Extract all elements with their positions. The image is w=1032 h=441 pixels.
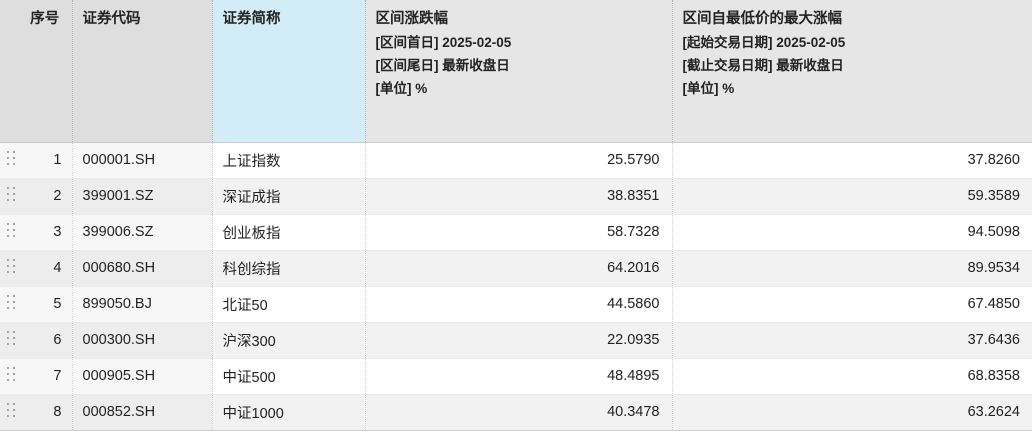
header-row: 序号 证券代码 证券简称 区间涨跌幅 [区间首日] 2025-02-05 [区间… (0, 0, 1032, 143)
table-row[interactable]: 4 000680.SH 科创综指 64.2016 89.9534 (0, 250, 1032, 287)
drag-handle-icon[interactable] (6, 222, 18, 240)
row-drag-handle[interactable] (0, 142, 24, 179)
drag-handle-icon[interactable] (6, 294, 18, 312)
column-header-security-code-label: 证券代码 (82, 11, 141, 27)
row-drag-handle[interactable] (0, 394, 24, 431)
row-drag-handle[interactable] (0, 322, 24, 359)
cell-max-gain-from-low: 37.8260 (672, 142, 1032, 179)
cell-sequence: 3 (24, 214, 73, 251)
drag-handle-icon[interactable] (6, 258, 18, 276)
cell-max-gain-from-low: 67.4850 (672, 286, 1032, 323)
cell-security-name: 北证50 (212, 286, 366, 323)
table-row[interactable]: 6 000300.SH 沪深300 22.0935 37.6436 (0, 322, 1032, 359)
period-change-unit: [单位] % (375, 81, 428, 96)
cell-sequence: 8 (24, 394, 73, 431)
max-gain-title: 区间自最低价的最大涨幅 (682, 11, 843, 27)
cell-max-gain-from-low: 59.3589 (672, 178, 1032, 215)
cell-period-change: 58.7328 (365, 214, 673, 251)
cell-max-gain-from-low: 89.9534 (672, 250, 1032, 287)
cell-max-gain-from-low: 37.6436 (672, 322, 1032, 359)
drag-handle-icon[interactable] (6, 366, 18, 384)
cell-period-change: 40.3478 (365, 394, 673, 431)
table-row[interactable]: 7 000905.SH 中证500 48.4895 68.8358 (0, 358, 1032, 395)
cell-security-name: 科创综指 (212, 250, 366, 287)
cell-max-gain-from-low: 94.5098 (672, 214, 1032, 251)
column-header-sequence-label: 序号 (30, 11, 60, 27)
table-body: 1 000001.SH 上证指数 25.5790 37.8260 2 399001.SZ 深证… (0, 142, 1032, 431)
max-gain-end-date: [截止交易日期] 最新收盘日 (682, 58, 844, 73)
cell-sequence: 4 (24, 250, 73, 287)
drag-handle-icon[interactable] (6, 186, 18, 204)
cell-security-code: 399006.SZ (72, 214, 213, 251)
cell-sequence: 2 (24, 178, 73, 215)
cell-sequence: 1 (24, 142, 73, 179)
cell-period-change: 48.4895 (365, 358, 673, 395)
max-gain-start-date: [起始交易日期] 2025-02-05 (682, 35, 846, 50)
table-row[interactable]: 2 399001.SZ 深证成指 38.8351 59.3589 (0, 178, 1032, 215)
cell-security-code: 000680.SH (72, 250, 213, 287)
max-gain-unit: [单位] % (682, 81, 735, 96)
column-header-security-name[interactable]: 证券简称 (212, 0, 366, 143)
drag-handle-icon[interactable] (6, 402, 18, 420)
table-header: 序号 证券代码 证券简称 区间涨跌幅 [区间首日] 2025-02-05 [区间… (0, 0, 1032, 143)
row-drag-handle[interactable] (0, 286, 24, 323)
period-change-end-date: [区间尾日] 最新收盘日 (375, 58, 510, 73)
row-drag-handle[interactable] (0, 178, 24, 215)
cell-security-name: 创业板指 (212, 214, 366, 251)
cell-security-code: 399001.SZ (72, 178, 213, 215)
period-change-title: 区间涨跌幅 (375, 11, 449, 27)
cell-security-code: 899050.BJ (72, 286, 213, 323)
cell-period-change: 44.5860 (365, 286, 673, 323)
drag-handle-icon[interactable] (6, 150, 18, 168)
drag-handle-icon[interactable] (6, 330, 18, 348)
cell-security-code: 000300.SH (72, 322, 213, 359)
row-drag-handle[interactable] (0, 358, 24, 395)
cell-security-name: 沪深300 (212, 322, 366, 359)
column-header-period-change[interactable]: 区间涨跌幅 [区间首日] 2025-02-05 [区间尾日] 最新收盘日 [单位… (365, 0, 673, 143)
row-drag-handle[interactable] (0, 214, 24, 251)
table-row[interactable]: 5 899050.BJ 北证50 44.5860 67.4850 (0, 286, 1032, 323)
securities-index-table: 序号 证券代码 证券简称 区间涨跌幅 [区间首日] 2025-02-05 [区间… (0, 0, 1032, 431)
cell-security-name: 中证500 (212, 358, 366, 395)
row-drag-handle[interactable] (0, 250, 24, 287)
cell-security-code: 000001.SH (72, 142, 213, 179)
cell-security-name: 中证1000 (212, 394, 366, 431)
column-header-security-code[interactable]: 证券代码 (72, 0, 213, 143)
cell-max-gain-from-low: 68.8358 (672, 358, 1032, 395)
cell-sequence: 6 (24, 322, 73, 359)
column-header-sequence[interactable]: 序号 (24, 0, 73, 143)
cell-security-code: 000905.SH (72, 358, 213, 395)
table-row[interactable]: 8 000852.SH 中证1000 40.3478 63.2624 (0, 394, 1032, 431)
table-row[interactable]: 3 399006.SZ 创业板指 58.7328 94.5098 (0, 214, 1032, 251)
cell-period-change: 64.2016 (365, 250, 673, 287)
column-header-security-name-label: 证券简称 (222, 11, 281, 27)
cell-security-name: 上证指数 (212, 142, 366, 179)
column-header-max-gain-from-low[interactable]: 区间自最低价的最大涨幅 [起始交易日期] 2025-02-05 [截止交易日期]… (672, 0, 1032, 143)
cell-security-name: 深证成指 (212, 178, 366, 215)
cell-period-change: 25.5790 (365, 142, 673, 179)
period-change-start-date: [区间首日] 2025-02-05 (375, 35, 512, 50)
cell-sequence: 7 (24, 358, 73, 395)
cell-sequence: 5 (24, 286, 73, 323)
cell-period-change: 38.8351 (365, 178, 673, 215)
cell-period-change: 22.0935 (365, 322, 673, 359)
table-row[interactable]: 1 000001.SH 上证指数 25.5790 37.8260 (0, 142, 1032, 179)
cell-security-code: 000852.SH (72, 394, 213, 431)
column-header-grip (0, 0, 24, 143)
cell-max-gain-from-low: 63.2624 (672, 394, 1032, 431)
